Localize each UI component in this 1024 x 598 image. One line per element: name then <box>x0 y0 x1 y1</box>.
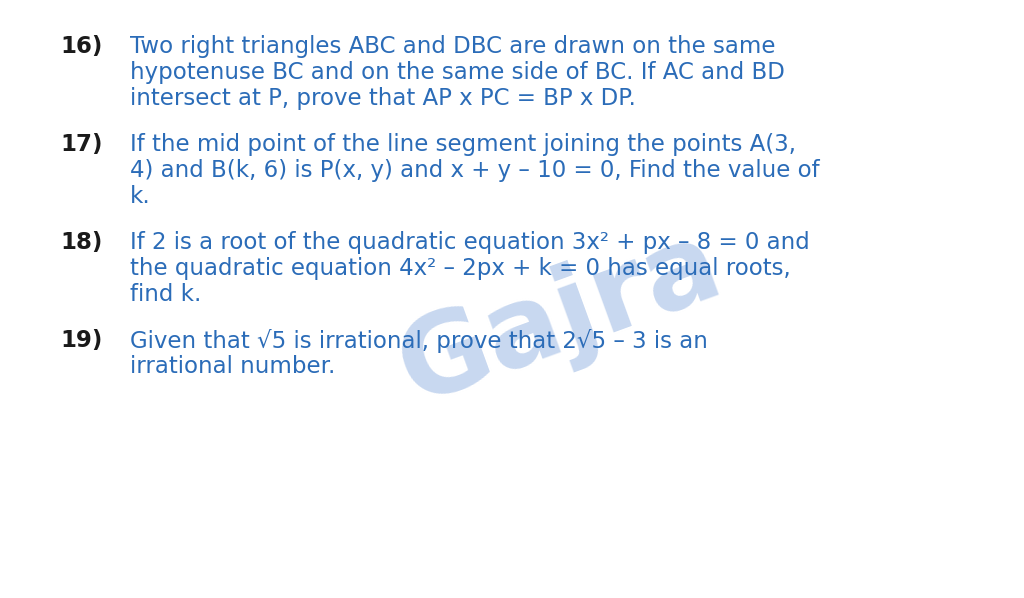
Text: Two right triangles ABC and DBC are drawn on the same: Two right triangles ABC and DBC are draw… <box>130 35 775 58</box>
Text: Gajra: Gajra <box>384 210 735 426</box>
Text: 17): 17) <box>60 133 102 156</box>
Text: k.: k. <box>130 185 151 208</box>
Text: the quadratic equation 4x² – 2px + k = 0 has equal roots,: the quadratic equation 4x² – 2px + k = 0… <box>130 257 791 280</box>
Text: 19): 19) <box>60 329 102 352</box>
Text: find k.: find k. <box>130 283 202 306</box>
Text: 4) and B(k, 6) is P(x, y) and x + y – 10 = 0, Find the value of: 4) and B(k, 6) is P(x, y) and x + y – 10… <box>130 159 819 182</box>
Text: irrational number.: irrational number. <box>130 355 336 378</box>
Text: 16): 16) <box>60 35 102 58</box>
Text: Given that √5 is irrational, prove that 2√5 – 3 is an: Given that √5 is irrational, prove that … <box>130 329 708 353</box>
Text: hypotenuse BC and on the same side of BC. If AC and BD: hypotenuse BC and on the same side of BC… <box>130 61 784 84</box>
Text: If 2 is a root of the quadratic equation 3x² + px – 8 = 0 and: If 2 is a root of the quadratic equation… <box>130 231 810 254</box>
Text: intersect at P, prove that AP x PC = BP x DP.: intersect at P, prove that AP x PC = BP … <box>130 87 636 110</box>
Text: 18): 18) <box>60 231 102 254</box>
Text: If the mid point of the line segment joining the points A(3,: If the mid point of the line segment joi… <box>130 133 796 156</box>
